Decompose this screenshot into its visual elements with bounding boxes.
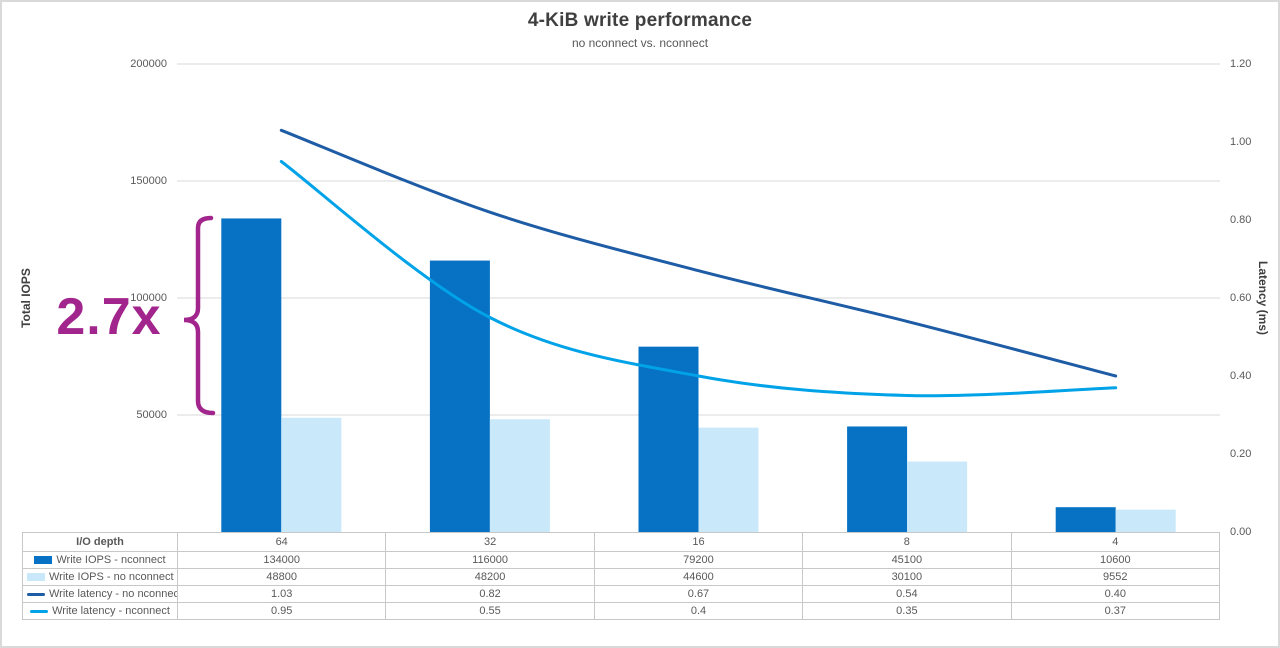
legend-label-write-latency-nconnect: Write latency - nconnect (22, 602, 178, 620)
table-value-cell: 0.67 (593, 585, 804, 603)
line-write-latency-no-nconnect (279, 128, 1118, 378)
table-value-cell: 48200 (385, 568, 595, 586)
left-axis-tick: 100000 (130, 292, 167, 304)
table-row: Write IOPS - nconnect 134000 116000 79200 45… (22, 551, 1221, 569)
line-swatch-icon (30, 609, 49, 613)
bar-write-iops-no-nconnect-4 (1115, 509, 1176, 532)
legend-label-write-iops-no-nconnect: Write IOPS - no nconnect (22, 568, 178, 586)
multiplier-annotation: 2.7x (56, 288, 162, 346)
bar-write-iops-nconnect-64 (221, 218, 282, 532)
right-axis-tick: 1.00 (1230, 136, 1252, 148)
left-axis-tick: 150000 (130, 175, 167, 187)
legend-label-write-iops-nconnect: Write IOPS - nconnect (22, 551, 178, 569)
bar-write-iops-nconnect-32 (429, 260, 490, 532)
table-value-cell: 30100 (802, 568, 1012, 586)
table-value-cell: 116000 (385, 551, 595, 569)
table-value-cell: 10600 (1010, 551, 1221, 569)
table-value-cell: 0.37 (1010, 602, 1221, 620)
bar-write-iops-nconnect-4 (1055, 507, 1116, 532)
right-axis-tick: 0.80 (1230, 214, 1252, 226)
table-value-cell: 0.40 (1010, 585, 1221, 603)
table-value-cell: 1.03 (176, 585, 387, 603)
bar-write-iops-no-nconnect-64 (281, 417, 342, 532)
table-row: Write latency - nconnect 0.95 0.55 0.4 0.35 0… (22, 602, 1221, 620)
bar-write-iops-nconnect-8 (847, 426, 908, 532)
table-value-cell: 44600 (593, 568, 804, 586)
table-column-header: 32 (385, 532, 595, 552)
legend-label-write-latency-no-nconnect: Write latency - no nconnect (22, 585, 178, 603)
table-value-cell: 0.95 (176, 602, 387, 620)
table-value-cell: 0.54 (802, 585, 1012, 603)
table-value-cell: 134000 (176, 551, 387, 569)
left-axis-tick: 200000 (130, 58, 167, 70)
table-value-cell: 45100 (802, 551, 1012, 569)
table-value-cell: 48800 (176, 568, 387, 586)
line-write-latency-nconnect (279, 160, 1118, 398)
right-axis-tick: 0.40 (1230, 370, 1252, 382)
table-row: Write IOPS - no nconnect 48800 48200 44600 3… (22, 568, 1221, 586)
bar-swatch-icon (34, 556, 53, 565)
table-value-cell: 9552 (1010, 568, 1221, 586)
right-axis-tick: 1.20 (1230, 58, 1252, 70)
chart-title: 4-KiB write performance (527, 10, 753, 31)
right-axis-tick: 0.60 (1230, 292, 1252, 304)
table-value-cell: 0.55 (385, 602, 595, 620)
bar-write-iops-no-nconnect-32 (489, 419, 550, 532)
table-column-header: 8 (802, 532, 1012, 552)
bar-write-iops-no-nconnect-8 (907, 461, 968, 532)
bar-write-iops-nconnect-16 (638, 346, 699, 532)
bar-write-iops-no-nconnect-16 (698, 427, 759, 532)
table-value-cell: 0.4 (593, 602, 804, 620)
data-table-legend: I/O depth 64 32 16 8 4 Write IOPS - nconnect 13… (22, 532, 1221, 620)
right-axis-tick: 0.00 (1230, 526, 1252, 538)
line-swatch-icon (27, 592, 45, 596)
right-axis-tick: 0.20 (1230, 448, 1252, 460)
table-value-cell: 0.82 (385, 585, 595, 603)
table-value-cell: 0.35 (802, 602, 1012, 620)
bar-swatch-icon (27, 573, 45, 582)
table-column-header: 4 (1010, 532, 1221, 552)
table-value-cell: 79200 (593, 551, 804, 569)
table-column-header: 16 (593, 532, 804, 552)
table-corner-io-depth: I/O depth (22, 532, 178, 552)
left-axis-tick: 50000 (136, 409, 167, 421)
multiplier-brace (183, 215, 216, 416)
table-column-header: 64 (176, 532, 387, 552)
chart-subtitle: no nconnect vs. nconnect (571, 36, 709, 50)
table-row: Write latency - no nconnect 1.03 0.82 0.67 0… (22, 585, 1221, 603)
